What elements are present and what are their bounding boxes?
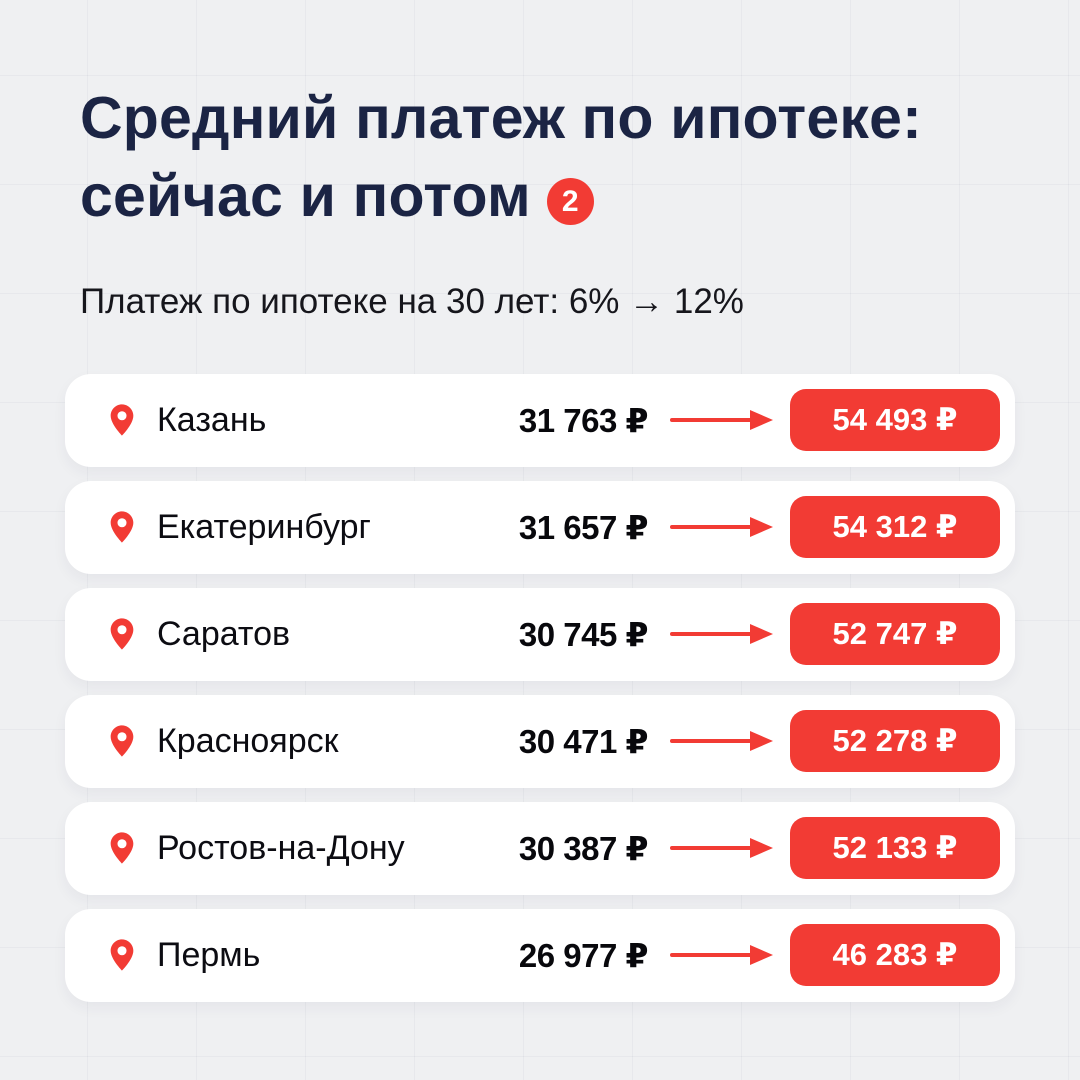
- page-title: Средний платеж по ипотеке: сейчас и пото…: [80, 80, 1010, 236]
- location-pin-icon: [105, 614, 139, 654]
- location-pin-icon: [105, 935, 139, 975]
- title-line-1: Средний платеж по ипотеке:: [80, 85, 923, 151]
- location-pin-icon: [105, 828, 139, 868]
- part-number-badge: 2: [546, 178, 594, 226]
- table-row: Пермь 26 977 ₽ 46 283 ₽: [65, 908, 1015, 1002]
- arrow-right-icon: [670, 515, 774, 539]
- table-row: Саратов 30 745 ₽ 52 747 ₽: [65, 587, 1015, 681]
- payment-later-badge: 46 283 ₽: [790, 924, 1000, 987]
- table-row: Ростов-на-Дону 30 387 ₽ 52 133 ₽: [65, 801, 1015, 895]
- payment-later-badge: 54 312 ₽: [790, 496, 1000, 559]
- city-name: Ростов-на-Дону: [157, 828, 405, 867]
- city-name: Казань: [157, 400, 267, 439]
- payment-later-badge: 52 278 ₽: [790, 710, 1000, 773]
- arrow-right-icon: [670, 408, 774, 432]
- arrow-right-icon: [670, 729, 774, 753]
- payment-now: 30 387 ₽: [518, 829, 649, 867]
- arrow-right-icon: [670, 836, 774, 860]
- title-line-2: сейчас и потом: [80, 162, 531, 229]
- payment-now: 26 977 ₽: [518, 936, 649, 974]
- city-name: Саратов: [157, 614, 291, 653]
- location-pin-icon: [105, 507, 139, 547]
- city-name: Екатеринбург: [157, 507, 371, 546]
- payment-later-badge: 52 747 ₽: [790, 603, 1000, 666]
- payment-now: 31 657 ₽: [518, 508, 649, 546]
- subtitle: Платеж по ипотеке на 30 лет: 6% → 12%: [80, 281, 744, 321]
- arrow-right-icon: [670, 622, 774, 646]
- arrow-right-icon: [670, 943, 774, 967]
- payment-now: 30 745 ₽: [518, 615, 649, 653]
- payment-later-badge: 54 493 ₽: [790, 389, 1000, 452]
- payment-now: 31 763 ₽: [518, 401, 649, 439]
- city-name: Красноярск: [157, 721, 339, 760]
- location-pin-icon: [105, 400, 139, 440]
- payments-table: Казань 31 763 ₽ 54 493 ₽ Екатеринбург 31…: [65, 373, 1015, 1002]
- city-name: Пермь: [157, 935, 261, 974]
- payment-later-badge: 52 133 ₽: [790, 817, 1000, 880]
- table-row: Екатеринбург 31 657 ₽ 54 312 ₽: [65, 480, 1015, 574]
- payment-now: 30 471 ₽: [518, 722, 649, 760]
- table-row: Красноярск 30 471 ₽ 52 278 ₽: [65, 694, 1015, 788]
- location-pin-icon: [105, 721, 139, 761]
- table-row: Казань 31 763 ₽ 54 493 ₽: [65, 373, 1015, 467]
